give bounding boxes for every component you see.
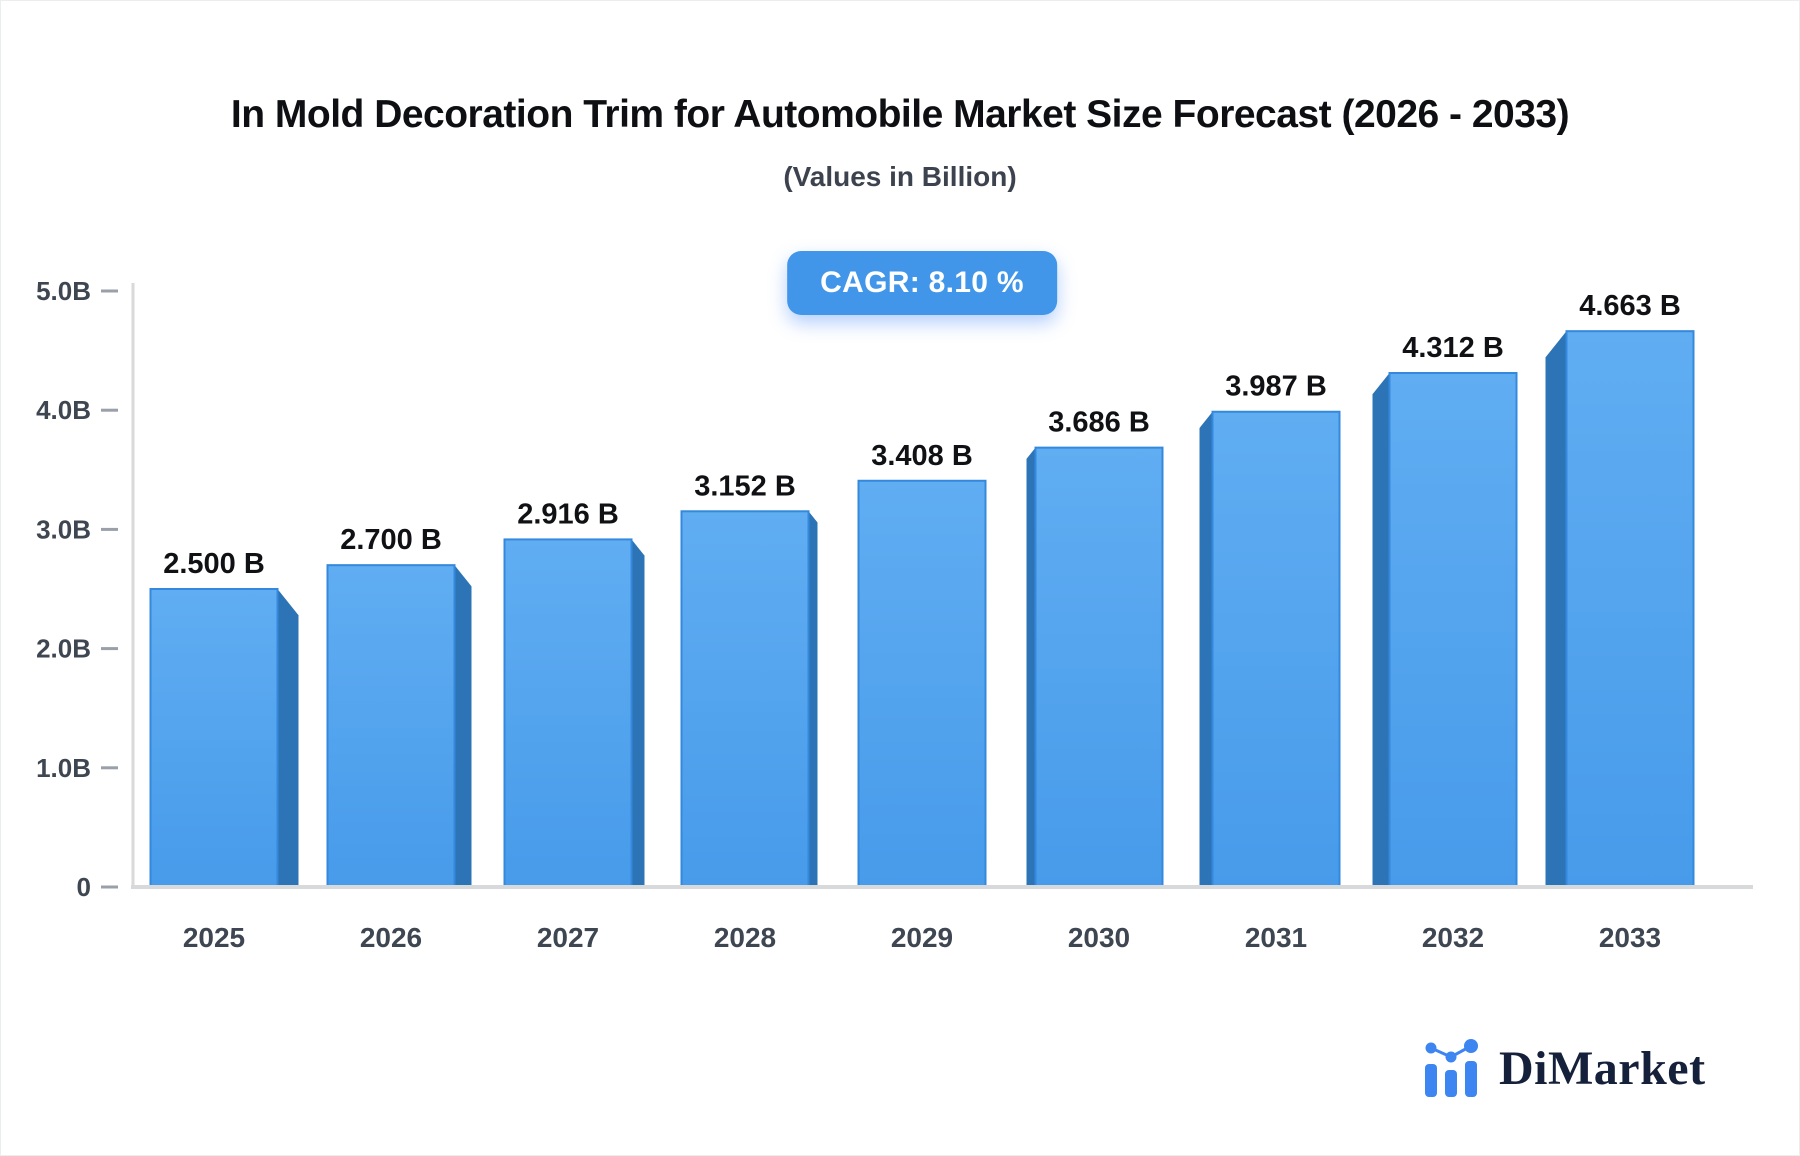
bar-value-label: 3.987 B bbox=[1225, 371, 1327, 403]
bar-side-3d bbox=[277, 589, 299, 887]
x-tick-label: 2033 bbox=[1599, 922, 1661, 953]
logo-dot-right bbox=[1464, 1039, 1478, 1053]
y-tick-dash bbox=[101, 289, 118, 293]
logo-bar-middle bbox=[1445, 1070, 1457, 1097]
chart-title: In Mold Decoration Trim for Automobile M… bbox=[230, 93, 1570, 136]
bar-side-3d bbox=[1545, 331, 1567, 887]
y-tick-label: 5.0B bbox=[36, 276, 91, 306]
mini-bar-chart-icon bbox=[1425, 1039, 1478, 1097]
bar bbox=[1211, 410, 1341, 888]
bar bbox=[326, 564, 456, 888]
bar-value-label: 3.152 B bbox=[694, 470, 796, 502]
x-axis-line bbox=[131, 885, 1753, 889]
bar-side-3d bbox=[454, 565, 472, 887]
x-tick-label: 2032 bbox=[1422, 922, 1484, 953]
logo-dot-middle bbox=[1445, 1051, 1457, 1063]
bar-side-3d bbox=[631, 539, 645, 887]
bar-side-3d bbox=[1026, 447, 1036, 887]
bar-side-3d bbox=[808, 511, 818, 887]
x-tick-label: 2025 bbox=[183, 922, 245, 953]
bar bbox=[680, 510, 810, 888]
x-tick-label: 2031 bbox=[1245, 922, 1307, 953]
bar-value-label: 2.500 B bbox=[163, 548, 265, 580]
y-tick-dash bbox=[101, 885, 118, 889]
bar-value-label: 4.663 B bbox=[1579, 290, 1681, 322]
bar bbox=[149, 588, 279, 888]
chart-subtitle: (Values in Billion) bbox=[783, 161, 1017, 192]
bar-side-3d bbox=[1199, 411, 1213, 887]
bar-value-label: 2.700 B bbox=[340, 524, 442, 556]
brand-logo: DiMarket bbox=[1421, 1039, 1706, 1097]
brand-name: DiMarket bbox=[1499, 1041, 1706, 1095]
y-tick-label: 1.0B bbox=[36, 753, 91, 783]
bar bbox=[857, 479, 987, 888]
logo-bar-right bbox=[1465, 1061, 1477, 1097]
bar bbox=[1388, 372, 1518, 889]
cagr-badge: CAGR: 8.10 % bbox=[787, 251, 1057, 315]
y-tick-dash bbox=[101, 527, 118, 531]
bar-value-label: 4.312 B bbox=[1402, 332, 1504, 364]
x-tick-label: 2026 bbox=[360, 922, 422, 953]
x-tick-label: 2029 bbox=[891, 922, 953, 953]
logo-bar-left bbox=[1425, 1064, 1437, 1097]
bar-value-label: 3.686 B bbox=[1048, 407, 1150, 439]
y-tick-dash bbox=[101, 408, 118, 412]
y-tick-label: 4.0B bbox=[36, 395, 91, 425]
y-tick-label: 0 bbox=[77, 872, 91, 902]
x-tick-label: 2027 bbox=[537, 922, 599, 953]
bar bbox=[1034, 446, 1164, 888]
y-tick-dash bbox=[101, 766, 118, 770]
y-tick-dash bbox=[101, 647, 118, 651]
bar-value-label: 3.408 B bbox=[871, 440, 973, 472]
bar bbox=[503, 538, 633, 888]
y-tick-label: 2.0B bbox=[36, 634, 91, 664]
x-tick-label: 2030 bbox=[1068, 922, 1130, 953]
bar bbox=[1565, 330, 1695, 888]
bar-side-3d bbox=[1372, 373, 1390, 887]
y-axis-line bbox=[131, 283, 135, 889]
x-tick-label: 2028 bbox=[714, 922, 776, 953]
y-tick-label: 3.0B bbox=[36, 514, 91, 544]
bar-value-label: 2.916 B bbox=[517, 498, 619, 530]
logo-dot-left bbox=[1425, 1042, 1437, 1054]
